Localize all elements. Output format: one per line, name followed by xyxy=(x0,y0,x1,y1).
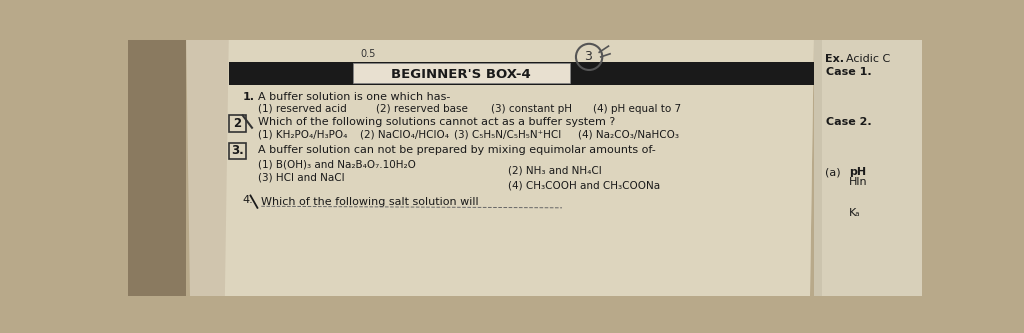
Text: Kₐ: Kₐ xyxy=(849,208,860,218)
Polygon shape xyxy=(186,40,814,296)
FancyBboxPatch shape xyxy=(228,143,246,159)
Text: 3.: 3. xyxy=(230,144,244,157)
FancyBboxPatch shape xyxy=(228,115,246,132)
Text: pH: pH xyxy=(849,167,866,177)
Text: (3) constant pH: (3) constant pH xyxy=(490,104,571,114)
Text: 2: 2 xyxy=(233,117,242,130)
Text: (3) HCl and NaCl: (3) HCl and NaCl xyxy=(258,172,345,182)
Text: 0.5: 0.5 xyxy=(360,49,376,59)
Text: (a): (a) xyxy=(825,167,841,177)
Text: (1) reserved acid: (1) reserved acid xyxy=(258,104,347,114)
Text: Case 2.: Case 2. xyxy=(825,117,871,127)
Text: 1.: 1. xyxy=(243,92,255,102)
Text: (1) B(OH)₃ and Na₂B₄O₇.10H₂O: (1) B(OH)₃ and Na₂B₄O₇.10H₂O xyxy=(258,159,416,169)
Text: Acidic C: Acidic C xyxy=(846,54,890,64)
Text: (2) reserved base: (2) reserved base xyxy=(376,104,468,114)
Text: (4) Na₂CO₃/NaHCO₃: (4) Na₂CO₃/NaHCO₃ xyxy=(578,129,679,139)
Text: (2) NaClO₄/HClO₄: (2) NaClO₄/HClO₄ xyxy=(360,129,450,139)
Bar xyxy=(814,40,922,296)
Text: Which of the following solutions cannot act as a buffer system ?: Which of the following solutions cannot … xyxy=(258,117,615,127)
Text: (4) CH₃COOH and CH₃COONa: (4) CH₃COOH and CH₃COONa xyxy=(508,180,659,190)
Text: BEGINNER'S BOX-4: BEGINNER'S BOX-4 xyxy=(391,68,531,81)
Text: Which of the following salt solution will: Which of the following salt solution wil… xyxy=(261,197,479,207)
Bar xyxy=(821,40,922,296)
Text: (3) C₅H₅N/C₅H₅N⁺HCl: (3) C₅H₅N/C₅H₅N⁺HCl xyxy=(454,129,561,139)
Text: Hln: Hln xyxy=(849,177,867,187)
Text: 3: 3 xyxy=(584,50,592,63)
Text: (4) pH equal to 7: (4) pH equal to 7 xyxy=(593,104,681,114)
Text: Ex.: Ex. xyxy=(825,54,845,64)
Text: A buffer solution is one which has-: A buffer solution is one which has- xyxy=(258,92,451,102)
Text: A buffer solution can not be prepared by mixing equimolar amounts of-: A buffer solution can not be prepared by… xyxy=(258,146,656,156)
Text: (2) NH₃ and NH₄Cl: (2) NH₃ and NH₄Cl xyxy=(508,166,601,175)
Text: 4.: 4. xyxy=(243,195,254,205)
Text: Case 1.: Case 1. xyxy=(825,67,871,77)
Polygon shape xyxy=(225,40,814,296)
Bar xyxy=(128,40,186,296)
FancyBboxPatch shape xyxy=(352,63,569,83)
Text: (1) KH₂PO₄/H₃PO₄: (1) KH₂PO₄/H₃PO₄ xyxy=(258,129,347,139)
Bar xyxy=(228,62,814,85)
